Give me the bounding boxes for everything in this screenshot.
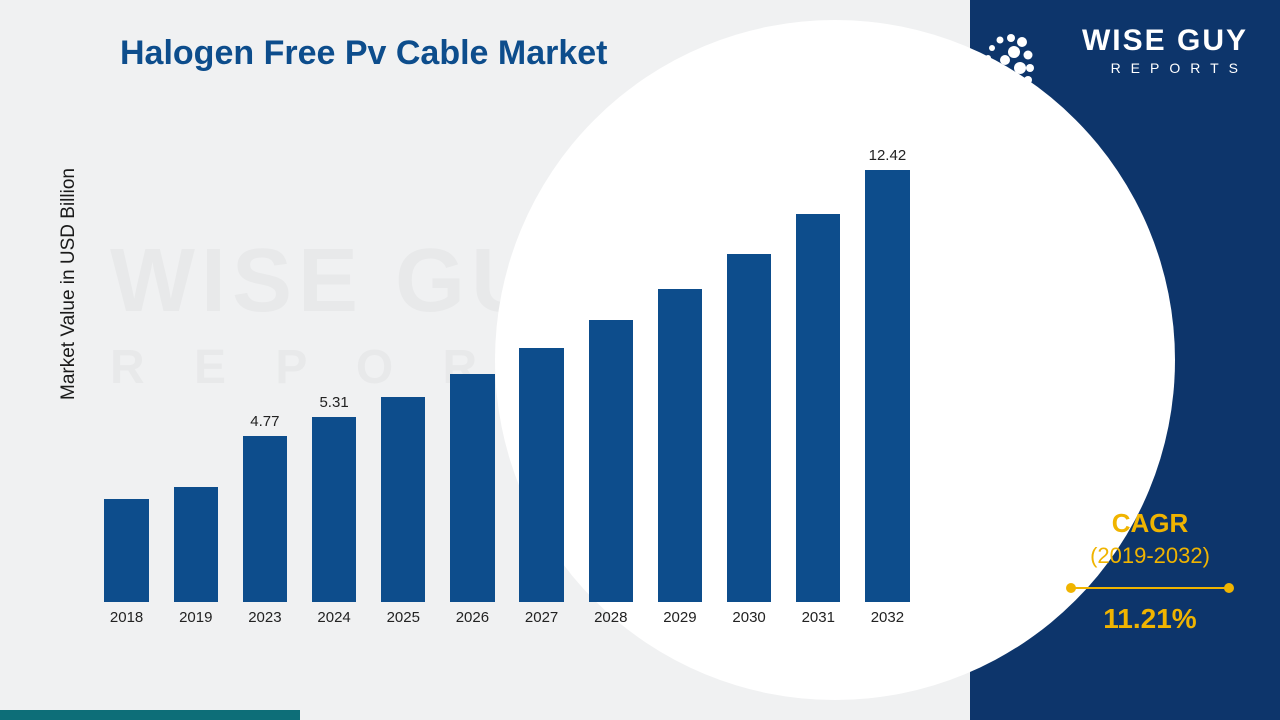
x-tick-label: 2019 xyxy=(166,609,226,626)
x-tick-label: 2028 xyxy=(581,609,641,626)
logo-text-sub: REPORTS xyxy=(1082,60,1248,76)
bar xyxy=(450,374,494,602)
bar xyxy=(796,214,840,602)
bar xyxy=(589,320,633,602)
logo-text-main: WISE GUY xyxy=(1082,24,1248,58)
y-axis-label: Market Value in USD Billion xyxy=(58,168,80,400)
cagr-block: CAGR (2019-2032) 11.21% xyxy=(1020,508,1280,635)
bar xyxy=(104,499,148,602)
x-tick-label: 2018 xyxy=(97,609,157,626)
bar-chart: 201820194.7720235.3120242025202620272028… xyxy=(92,150,922,602)
bar xyxy=(727,254,771,602)
bar xyxy=(381,397,425,602)
bar xyxy=(243,436,287,602)
cagr-range: (2019-2032) xyxy=(1020,543,1280,569)
bar xyxy=(658,289,702,602)
x-tick-label: 2029 xyxy=(650,609,710,626)
bar xyxy=(174,487,218,602)
x-tick-label: 2025 xyxy=(373,609,433,626)
bar xyxy=(865,170,909,602)
cagr-label: CAGR xyxy=(1020,508,1280,539)
cagr-value: 11.21% xyxy=(1020,603,1280,635)
bar-value-label: 5.31 xyxy=(304,394,364,411)
bar-value-label: 12.42 xyxy=(857,147,917,164)
x-tick-label: 2032 xyxy=(857,609,917,626)
x-tick-label: 2024 xyxy=(304,609,364,626)
chart-title: Halogen Free Pv Cable Market xyxy=(120,34,608,73)
logo-head-icon xyxy=(978,30,1038,100)
bar xyxy=(519,348,563,602)
x-tick-label: 2031 xyxy=(788,609,848,626)
x-tick-label: 2026 xyxy=(442,609,502,626)
x-tick-label: 2027 xyxy=(512,609,572,626)
footer-accent-bar xyxy=(0,710,300,720)
bar-value-label: 4.77 xyxy=(235,413,295,430)
cagr-divider xyxy=(1070,587,1230,589)
bar xyxy=(312,417,356,602)
x-tick-label: 2030 xyxy=(719,609,779,626)
brand-logo: WISE GUY REPORTS xyxy=(1082,24,1248,76)
x-tick-label: 2023 xyxy=(235,609,295,626)
